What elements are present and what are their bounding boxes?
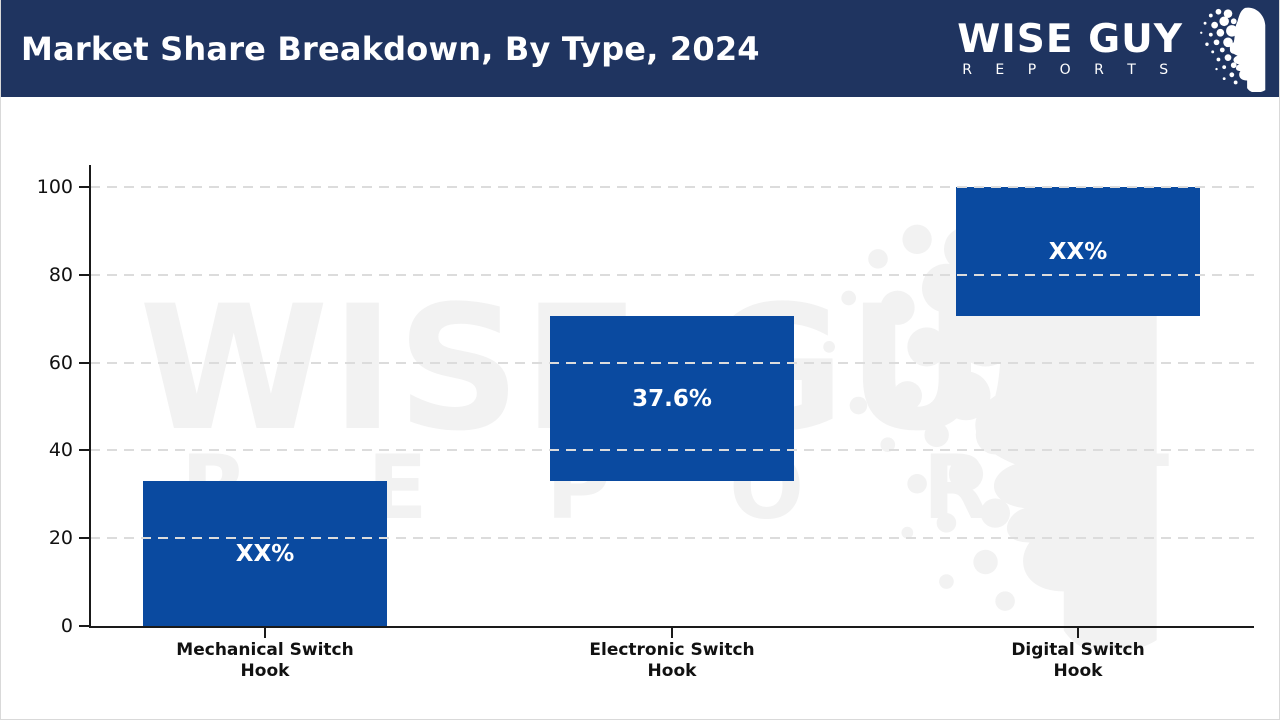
x-category-label: Electronic Switch Hook [589, 640, 755, 681]
y-tick-mark [79, 625, 90, 627]
page-title: Market Share Breakdown, By Type, 2024 [21, 29, 760, 68]
y-tick-label: 80 [48, 263, 73, 286]
y-tick-label: 40 [48, 439, 73, 462]
bar-segment: 37.6% [550, 316, 794, 482]
gridline [90, 361, 1254, 364]
logo-brand-text: WISE GUY [957, 17, 1183, 62]
gridline [90, 537, 1254, 540]
y-tick-mark [79, 537, 90, 540]
y-tick-mark [79, 449, 90, 452]
dotted-head-icon [1200, 7, 1266, 92]
x-tick-mark [671, 628, 673, 638]
gridline [90, 449, 1254, 452]
wise-guy-logo: WISE GUY R E P O R T S [957, 6, 1279, 92]
gridline [90, 273, 1254, 276]
header-banner: Market Share Breakdown, By Type, 2024 WI… [1, 0, 1279, 97]
gridline [90, 186, 1254, 188]
bar-value-label: XX% [235, 540, 295, 567]
y-tick-label: 60 [48, 351, 73, 374]
y-axis [89, 165, 91, 628]
y-tick-mark [79, 273, 90, 276]
y-tick-mark [79, 361, 90, 364]
bar-value-label: 37.6% [632, 385, 712, 412]
y-tick-mark [79, 186, 90, 188]
x-category-label: Digital Switch Hook [1011, 640, 1145, 681]
y-tick-label: 0 [60, 615, 73, 637]
x-axis [89, 626, 1254, 628]
logo-sub-text: R E P O R T S [962, 62, 1178, 78]
y-tick-label: 100 [36, 176, 73, 198]
bar-segment: XX% [143, 481, 387, 626]
logo-text: WISE GUY R E P O R T S [957, 20, 1183, 77]
x-tick-mark [264, 628, 266, 638]
plot-area: XX% 37.6% XX% 0 20 40 60 80 100 Mechanical Swit… [1, 97, 1279, 719]
x-category-label: Mechanical Switch Hook [176, 640, 354, 681]
y-tick-label: 20 [48, 527, 73, 550]
